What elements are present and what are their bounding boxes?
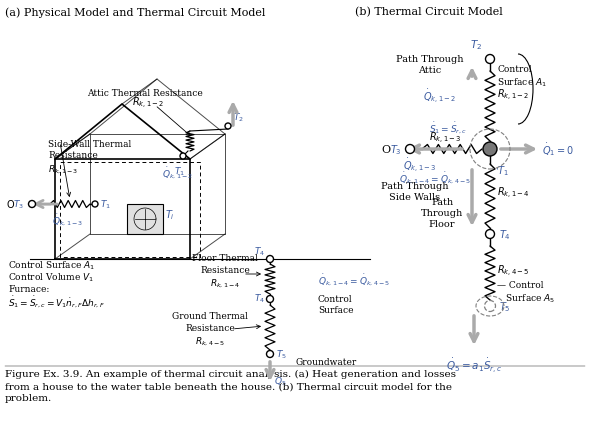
Text: $T_4$: $T_4$ [254,292,265,305]
Text: $T_1$: $T_1$ [173,164,185,177]
Text: $T_i$: $T_i$ [165,207,175,221]
Text: — Control
   Surface $A_5$: — Control Surface $A_5$ [497,280,555,304]
Text: Floor Thermal
Resistance
$R_{k,1-4}$: Floor Thermal Resistance $R_{k,1-4}$ [192,253,258,289]
Text: Path Through
Side Walls: Path Through Side Walls [381,181,449,202]
Text: $\dot{Q}_1 = 0$: $\dot{Q}_1 = 0$ [542,141,574,158]
Text: Control Volume $V_1$: Control Volume $V_1$ [8,271,94,284]
Text: $\dot{Q}_{k,1-2}$: $\dot{Q}_{k,1-2}$ [423,88,457,106]
Text: Attic Thermal Resistance: Attic Thermal Resistance [87,88,203,97]
Text: $\dot{S}_1= \dot{S}_{r,c}$: $\dot{S}_1= \dot{S}_{r,c}$ [429,120,467,135]
Circle shape [267,296,274,303]
Text: Control
Surface: Control Surface [318,294,353,314]
Circle shape [405,145,415,154]
Text: $T_1$: $T_1$ [100,198,111,211]
Text: (a) Physical Model and Thermal Circuit Model: (a) Physical Model and Thermal Circuit M… [5,7,266,17]
Text: $R_{k,1-3}$: $R_{k,1-3}$ [429,130,461,145]
FancyBboxPatch shape [127,204,163,234]
Text: $T_2$: $T_2$ [233,111,244,124]
Text: O: O [382,145,391,155]
Text: Path Through
Attic: Path Through Attic [396,55,464,75]
Text: $\dot{S}_1= \dot{S}_{r,c} =V_1\dot{n}_{r,F}\Delta h_{r,F}$: $\dot{S}_1= \dot{S}_{r,c} =V_1\dot{n}_{r… [8,294,105,309]
Text: $T_5$: $T_5$ [276,348,287,360]
Text: $\dot{Q}_{k,1-3}$: $\dot{Q}_{k,1-3}$ [403,157,437,175]
Text: Path
Through
Floor: Path Through Floor [421,197,463,229]
Circle shape [484,301,496,312]
Text: $R_{k,1-4}$: $R_{k,1-4}$ [497,185,530,200]
Text: $\dot{Q}_{k,1-4} = \dot{Q}_{k,4-5}$: $\dot{Q}_{k,1-4} = \dot{Q}_{k,4-5}$ [318,272,391,287]
Text: Ground Thermal
Resistance
$R_{k,4-5}$: Ground Thermal Resistance $R_{k,4-5}$ [172,312,248,347]
Text: $T_3$: $T_3$ [390,143,402,157]
Text: Side-Wall Thermal
Resistance
$R_{k,1-3}$: Side-Wall Thermal Resistance $R_{k,1-3}$ [48,140,131,175]
Text: $\dot{Q}_5$: $\dot{Q}_5$ [274,372,287,387]
Circle shape [483,143,497,157]
Text: O: O [6,200,14,210]
Circle shape [486,230,494,239]
Text: Furnace:: Furnace: [8,284,50,293]
Text: '$T_1$: '$T_1$ [495,164,509,178]
Circle shape [28,201,35,208]
Text: Control Surface $A_1$: Control Surface $A_1$ [8,260,95,272]
Text: Control
Surface $A_1$: Control Surface $A_1$ [497,65,547,89]
Text: $T_4$: $T_4$ [499,227,511,241]
Text: Figure Ex. 3.9. An example of thermal circuit analysis. (a) Heat generation and : Figure Ex. 3.9. An example of thermal ci… [5,369,456,402]
Text: $\dot{Q}_5 = a_1\dot{S}_{r,c}$: $\dot{Q}_5 = a_1\dot{S}_{r,c}$ [446,356,502,375]
Text: $\dot{Q}_{k,1-2}$: $\dot{Q}_{k,1-2}$ [162,165,194,180]
Text: $R_{k,1-2}$: $R_{k,1-2}$ [497,87,529,102]
Text: $T_4$: $T_4$ [254,245,265,257]
Text: $\dot{Q}_{k,1-3}$: $\dot{Q}_{k,1-3}$ [53,212,84,227]
Text: $T_5$: $T_5$ [499,299,511,313]
Circle shape [180,154,186,160]
Text: $\dot{Q}_{k,1-4} = \dot{Q}_{k,4-5}$: $\dot{Q}_{k,1-4} = \dot{Q}_{k,4-5}$ [399,170,471,185]
Text: Groundwater: Groundwater [295,358,356,367]
Circle shape [486,56,494,64]
Text: $R_{k,1-2}$: $R_{k,1-2}$ [132,95,164,110]
Text: (b) Thermal Circuit Model: (b) Thermal Circuit Model [355,7,503,17]
Circle shape [267,256,274,263]
Circle shape [267,351,274,358]
Text: $T_2$: $T_2$ [470,38,482,52]
Circle shape [92,201,98,207]
Circle shape [225,124,231,130]
Text: $R_{k,4-5}$: $R_{k,4-5}$ [497,263,530,278]
Text: $T_3$: $T_3$ [13,198,24,211]
